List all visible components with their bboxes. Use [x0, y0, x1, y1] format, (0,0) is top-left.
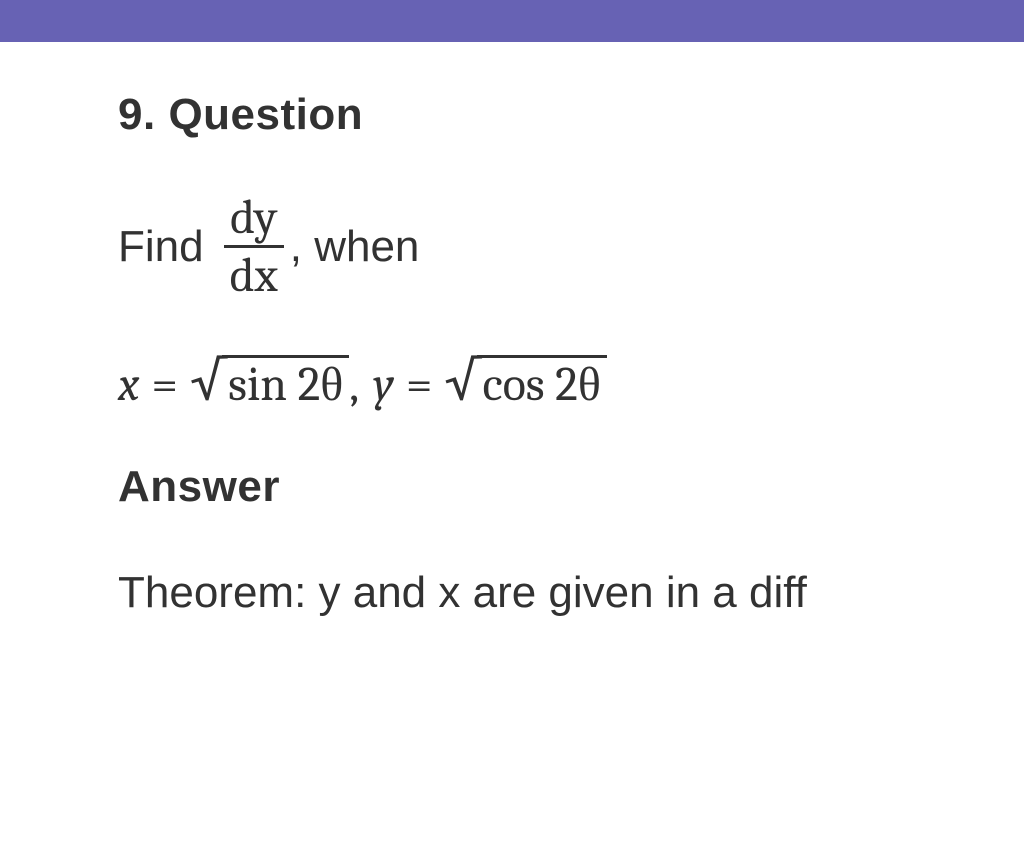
equals-2: =: [406, 361, 433, 409]
x-equals-segment: x = √ sin 2θ: [118, 355, 349, 410]
var-x: x: [118, 361, 139, 409]
sqrt-cos2theta: √ cos 2θ: [444, 355, 606, 410]
radical-icon: √: [190, 353, 226, 408]
fraction-numerator: dy: [224, 192, 283, 245]
theorem-prefix: Theorem:: [118, 568, 319, 617]
radicand-sin2theta: sin 2θ: [222, 355, 349, 410]
after-fraction-text: , when: [290, 225, 420, 269]
equation-line: x = √ sin 2θ , y = √ cos 2θ: [118, 355, 992, 410]
y-equals-segment: y = √ cos 2θ: [373, 355, 607, 410]
radicand-cos2theta: cos 2θ: [477, 355, 607, 410]
theorem-body: y and x are given in a diff: [319, 568, 807, 617]
page-content: 9. Question Find dy dx , when x = √ sin …: [0, 42, 1024, 650]
top-header-bar: [0, 0, 1024, 42]
equation-separator: ,: [349, 361, 359, 409]
question-number: 9.: [118, 90, 156, 139]
answer-heading: Answer: [118, 462, 992, 512]
find-label: Find: [118, 225, 204, 269]
radical-icon: √: [444, 353, 480, 408]
find-line: Find dy dx , when: [118, 192, 992, 303]
var-y: y: [373, 361, 394, 409]
fraction-denominator: dx: [224, 248, 284, 303]
theorem-line: Theorem: y and x are given in a diff: [118, 568, 992, 618]
equals-1: =: [151, 361, 178, 409]
sqrt-sin2theta: √ sin 2θ: [190, 355, 349, 410]
question-heading: 9. Question: [118, 90, 992, 140]
fraction-dy-dx: dy dx: [224, 192, 284, 303]
question-heading-label: Question: [168, 90, 363, 139]
